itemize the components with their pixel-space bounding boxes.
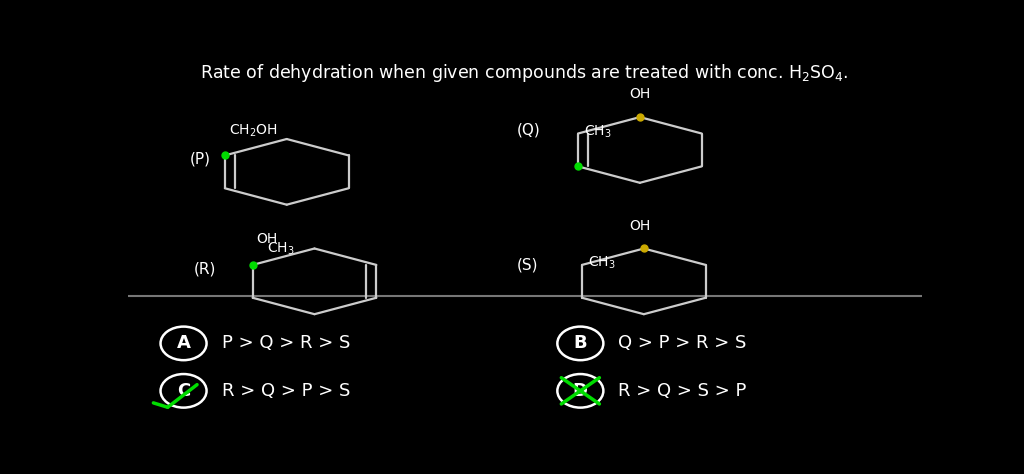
Text: B: B: [573, 334, 587, 352]
Text: C: C: [177, 382, 190, 400]
Text: OH: OH: [257, 232, 278, 246]
Text: OH: OH: [629, 219, 650, 233]
Text: Rate of dehydration when given compounds are treated with conc. $\mathregular{H_: Rate of dehydration when given compounds…: [201, 62, 849, 84]
Text: $\mathregular{CH_3}$: $\mathregular{CH_3}$: [267, 240, 295, 257]
Text: Q > P > R > S: Q > P > R > S: [618, 334, 746, 352]
Text: R > Q > S > P: R > Q > S > P: [618, 382, 746, 400]
Text: (R): (R): [194, 261, 216, 276]
Text: (S): (S): [517, 257, 539, 273]
Text: D: D: [572, 382, 588, 400]
Text: $\mathregular{CH_3}$: $\mathregular{CH_3}$: [589, 255, 616, 271]
Text: $\mathregular{CH_2OH}$: $\mathregular{CH_2OH}$: [228, 123, 278, 139]
Text: (Q): (Q): [517, 122, 541, 137]
Text: (P): (P): [189, 152, 211, 166]
Text: A: A: [176, 334, 190, 352]
Text: P > Q > R > S: P > Q > R > S: [221, 334, 350, 352]
Text: R > Q > P > S: R > Q > P > S: [221, 382, 350, 400]
Text: OH: OH: [629, 87, 650, 100]
Text: $\mathregular{CH_3}$: $\mathregular{CH_3}$: [585, 124, 612, 140]
